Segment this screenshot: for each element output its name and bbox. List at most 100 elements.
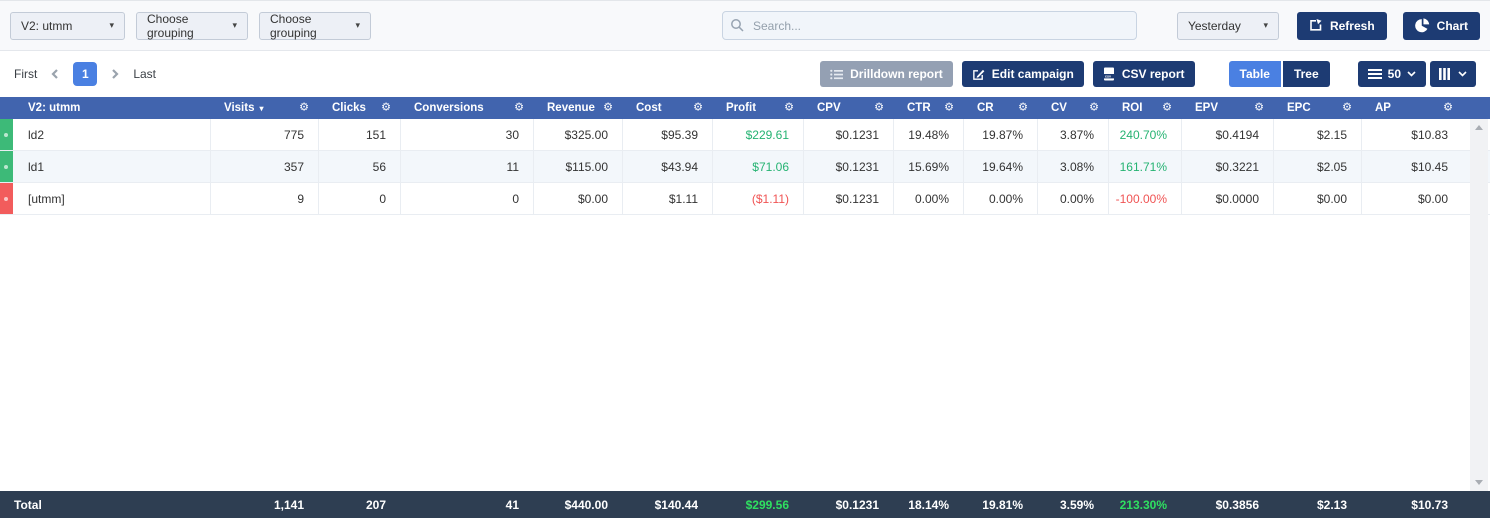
pagination-last[interactable]: Last (133, 67, 157, 81)
total-clicks: 207 (365, 497, 386, 512)
column-header-cr[interactable]: CR ⚙ (963, 97, 1037, 119)
gear-icon[interactable]: ⚙ (514, 101, 524, 114)
column-header-revenue[interactable]: Revenue ⚙ (533, 97, 622, 119)
cell-cr: 19.87% (963, 119, 1037, 150)
table-header-row: V2: utmm Visits ▾ ⚙ Clicks ⚙ Conversions ⚙ Reve… (0, 97, 1490, 119)
cell-clicks: 0 (318, 183, 400, 214)
cell-visits: 357 (210, 151, 318, 182)
gear-icon[interactable]: ⚙ (299, 101, 309, 114)
column-header-cost[interactable]: Cost ⚙ (622, 97, 712, 119)
pagination-first[interactable]: First (14, 67, 38, 81)
cell-ctr: 0.00% (893, 183, 963, 214)
column-header-cv[interactable]: CV ⚙ (1037, 97, 1108, 119)
column-header-name[interactable]: V2: utmm (0, 97, 210, 119)
chevron-right-icon[interactable] (110, 68, 120, 80)
cell-roi: 240.70% (1108, 119, 1181, 150)
search-input[interactable] (721, 11, 1137, 40)
cell-ctr: 15.69% (893, 151, 963, 182)
cell-cost: $1.11 (622, 183, 712, 214)
edit-campaign-button[interactable]: Edit campaign (961, 61, 1084, 87)
list-icon (830, 69, 844, 80)
grouping-select-1[interactable]: V2: utmm ▾ (10, 11, 125, 40)
page-size-button[interactable]: 50 (1357, 61, 1426, 87)
scroll-up-icon[interactable] (1475, 125, 1483, 130)
column-header-roi[interactable]: ROI ⚙ (1108, 97, 1181, 119)
gear-icon[interactable]: ⚙ (1254, 101, 1264, 114)
total-label: Total (14, 497, 42, 512)
gear-icon[interactable]: ⚙ (784, 101, 794, 114)
gear-icon[interactable]: ⚙ (874, 101, 884, 114)
cell-ctr: 19.48% (893, 119, 963, 150)
cell-epc: $2.15 (1273, 119, 1361, 150)
gear-icon[interactable]: ⚙ (603, 101, 613, 114)
action-buttons: Drilldown report Edit campaign csv CSV r… (820, 61, 1476, 87)
total-ap: $10.73 (1411, 497, 1448, 512)
total-cost: $140.44 (654, 497, 698, 512)
column-header-clicks[interactable]: Clicks ⚙ (318, 97, 400, 119)
cell-cost: $43.94 (622, 151, 712, 182)
gear-icon[interactable]: ⚙ (1342, 101, 1352, 114)
total-row: Total 1,141 207 41 $440.00 $140.44 $299.56 $0.… (0, 491, 1490, 518)
gear-icon[interactable]: ⚙ (1089, 101, 1099, 114)
scroll-down-icon[interactable] (1475, 480, 1483, 485)
chevron-left-icon[interactable] (50, 68, 60, 80)
column-label: Revenue (547, 102, 595, 114)
view-table-button[interactable]: Table (1228, 61, 1281, 87)
pagination-page-1[interactable]: 1 (73, 62, 98, 86)
chart-label: Chart (1436, 18, 1468, 33)
refresh-button[interactable]: Refresh (1296, 11, 1387, 40)
column-header-ctr[interactable]: CTR ⚙ (893, 97, 963, 119)
column-label: Profit (726, 102, 757, 114)
cell-epv: $0.0000 (1181, 183, 1273, 214)
grouping-select-1-value: V2: utmm (21, 18, 73, 33)
table-row[interactable]: ld2 775 151 30 $325.00 $95.39 $229.61 $0.1231 19… (0, 119, 1490, 151)
cell-ap: $0.00 (1361, 183, 1462, 214)
view-tree-label: Tree (1293, 67, 1319, 81)
gear-icon[interactable]: ⚙ (693, 101, 703, 114)
csv-report-button[interactable]: csv CSV report (1092, 61, 1195, 87)
column-label: CPV (817, 102, 841, 114)
grouping-select-3[interactable]: Choose grouping ▾ (259, 11, 371, 40)
column-label: CTR (907, 102, 931, 114)
table-row[interactable]: ld1 357 56 11 $115.00 $43.94 $71.06 $0.1231 15.6… (0, 151, 1490, 183)
chart-button[interactable]: Chart (1402, 11, 1480, 40)
column-header-cpv[interactable]: CPV ⚙ (803, 97, 893, 119)
column-header-epc[interactable]: EPC ⚙ (1273, 97, 1361, 119)
column-header-profit[interactable]: Profit ⚙ (712, 97, 803, 119)
total-ctr: 18.14% (908, 497, 949, 512)
rows-icon (1367, 69, 1382, 79)
cell-cr: 19.64% (963, 151, 1037, 182)
total-visits: 1,141 (273, 497, 304, 512)
drilldown-report-button[interactable]: Drilldown report (820, 61, 953, 87)
column-header-visits[interactable]: Visits ▾ ⚙ (210, 97, 318, 119)
gear-icon[interactable]: ⚙ (1443, 101, 1453, 114)
gear-icon[interactable]: ⚙ (1162, 101, 1172, 114)
top-toolbar: V2: utmm ▾ Choose grouping ▾ Choose grou… (0, 1, 1490, 51)
total-cpv: $0.1231 (835, 497, 879, 512)
vertical-scrollbar[interactable] (1470, 119, 1488, 491)
drilldown-report-label: Drilldown report (850, 67, 943, 81)
column-header-epv[interactable]: EPV ⚙ (1181, 97, 1273, 119)
cell-cr: 0.00% (963, 183, 1037, 214)
date-range-select[interactable]: Yesterday ▾ (1176, 11, 1279, 40)
cell-cost: $95.39 (622, 119, 712, 150)
gear-icon[interactable]: ⚙ (381, 101, 391, 114)
cell-epv: $0.3221 (1181, 151, 1273, 182)
column-label: Conversions (414, 102, 484, 114)
gear-icon[interactable]: ⚙ (1018, 101, 1028, 114)
column-header-ap[interactable]: AP ⚙ (1361, 97, 1462, 119)
gear-icon[interactable]: ⚙ (944, 101, 954, 114)
columns-button[interactable] (1430, 61, 1476, 87)
total-roi: 213.30% (1119, 497, 1167, 512)
status-indicator-green (0, 119, 13, 150)
table-row[interactable]: [utmm] 9 0 0 $0.00 $1.11 ($1.11) $0.1231 0.00% 0.… (0, 183, 1490, 215)
cell-cpv: $0.1231 (803, 183, 893, 214)
header-filler (1462, 97, 1490, 119)
view-tree-button[interactable]: Tree (1282, 61, 1330, 87)
grouping-select-2[interactable]: Choose grouping ▾ (136, 11, 248, 40)
page-size-value: 50 (1387, 67, 1401, 81)
chevron-down-icon (1407, 71, 1416, 77)
cell-visits: 775 (210, 119, 318, 150)
column-header-conversions[interactable]: Conversions ⚙ (400, 97, 533, 119)
